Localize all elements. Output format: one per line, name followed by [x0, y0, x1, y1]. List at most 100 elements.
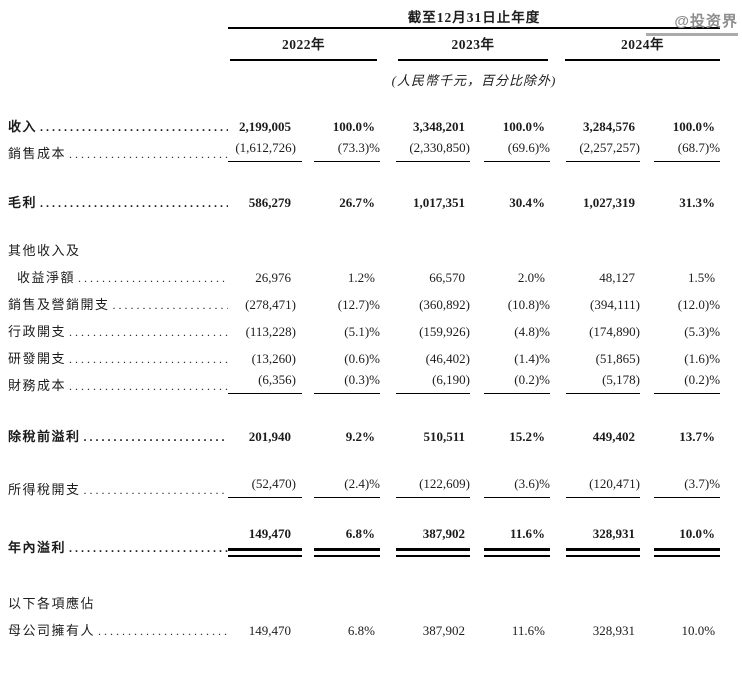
- row-revenue: 收入......................................…: [8, 111, 720, 138]
- year-2022-label: 2022年: [230, 29, 377, 61]
- value-cell: 100.0%: [502, 119, 545, 134]
- row-attributable-heading: 以下各項應佔: [8, 589, 720, 615]
- double-rule: [314, 548, 380, 557]
- row-label: 銷售及營銷開支: [8, 297, 110, 312]
- empty-cell: [8, 61, 228, 95]
- year-2022-cell: 2022年: [228, 28, 380, 61]
- value-cell: (2.4)%: [296, 474, 380, 501]
- value-cell: (12.0)%: [677, 297, 721, 312]
- value-cell: 6.8%: [296, 525, 380, 559]
- row-rd-expenses: 研發開支....................................…: [8, 343, 720, 370]
- unit-note: (人民幣千元，百分比除外): [391, 73, 557, 88]
- row-label-cell: 毛利......................................…: [8, 187, 228, 214]
- value-cell: (174,890): [589, 324, 640, 339]
- dot-leader: ........................................…: [83, 483, 228, 497]
- dot-leader: ........................................…: [83, 430, 228, 444]
- double-rule: [654, 548, 721, 557]
- watermark-text: @投资界: [674, 13, 738, 30]
- single-rule: [566, 497, 640, 498]
- value-cell: 449,402: [592, 429, 635, 444]
- dot-leader: ........................................…: [40, 196, 228, 210]
- value-cell: 586,279: [248, 195, 291, 210]
- value-cell: (122,609): [380, 474, 470, 501]
- dot-leader: ........................................…: [112, 298, 228, 312]
- value-cell: 1.5%: [687, 270, 716, 285]
- row-label-cell: 研發開支....................................…: [8, 343, 228, 370]
- single-rule: [228, 497, 302, 498]
- value-cell: 100.0%: [332, 119, 375, 134]
- row-label: 財務成本: [8, 378, 67, 393]
- single-rule: [654, 497, 721, 498]
- value-cell: 149,470: [228, 525, 302, 559]
- value-cell: 10.0%: [640, 525, 721, 559]
- empty-cell: [8, 2, 228, 28]
- value-cell: 10.0%: [681, 623, 716, 638]
- dot-leader: ........................................…: [69, 325, 228, 339]
- single-rule: [314, 161, 380, 162]
- row-finance-costs: 財務成本....................................…: [8, 370, 721, 397]
- single-rule: [654, 161, 721, 162]
- empty-cell: [8, 28, 228, 61]
- value-cell: 201,940: [248, 429, 291, 444]
- dot-leader: ........................................…: [69, 147, 228, 161]
- single-rule: [228, 393, 302, 394]
- value-cell: 149,470: [248, 623, 291, 638]
- period-header-row: 截至12月31日止年度: [8, 2, 721, 29]
- value-cell: (46,402): [425, 351, 470, 366]
- year-2024-label: 2024年: [565, 29, 721, 61]
- row-label: 以下各項應佔: [8, 596, 96, 611]
- value-cell: 2,199,005: [239, 119, 291, 134]
- value-cell: 2.0%: [517, 270, 545, 285]
- value-cell: 1,027,319: [583, 195, 635, 210]
- row-label-cell: 銷售成本....................................…: [8, 138, 228, 165]
- value-cell: (51,865): [595, 351, 640, 366]
- row-label-cell: 收益淨額....................................…: [8, 262, 228, 289]
- spacer-row: [8, 165, 720, 187]
- row-label-cell: 銷售及營銷開支.................................…: [8, 289, 228, 316]
- value-cell: 328,931: [592, 623, 635, 638]
- value-cell: 31.3%: [679, 195, 716, 210]
- value-cell: 11.6%: [511, 623, 545, 638]
- dot-leader: ........................................…: [78, 271, 228, 285]
- single-rule: [484, 497, 550, 498]
- single-rule: [484, 393, 550, 394]
- row-label: 其他收入及: [8, 243, 81, 258]
- value-cell: (68.7)%: [640, 138, 721, 165]
- year-2023-cell: 2023年: [380, 28, 550, 61]
- value-cell: 3,284,576: [583, 119, 635, 134]
- value-cell: 6.8%: [347, 623, 375, 638]
- dot-leader: ........................................…: [69, 352, 228, 366]
- value-cell: (278,471): [245, 297, 296, 312]
- dot-leader: ........................................…: [98, 624, 228, 638]
- value-cell: 13.7%: [679, 429, 716, 444]
- value-cell: (1,612,726): [228, 138, 302, 165]
- row-profit-for-year: 年內溢利....................................…: [8, 525, 721, 559]
- value-cell: (6,356): [228, 370, 302, 397]
- income-statement-table: 截至12月31日止年度 2022年 2023年 2024年 (人民幣千元，百分比…: [8, 2, 721, 642]
- row-label: 銷售成本: [8, 146, 67, 161]
- single-rule: [566, 161, 640, 162]
- double-rule: [228, 548, 302, 557]
- row-label-cell: 其他收入及: [8, 236, 720, 262]
- spacer-row: [8, 397, 720, 421]
- value-cell: (5.3)%: [684, 324, 721, 339]
- value-cell: (4.8)%: [514, 324, 550, 339]
- value-cell: 100.0%: [672, 119, 716, 134]
- dot-leader: ........................................…: [69, 379, 228, 393]
- row-label-cell: 除稅前溢利...................................…: [8, 421, 228, 448]
- value-cell: (12.7)%: [337, 297, 380, 312]
- value-cell: 66,570: [429, 270, 465, 285]
- single-rule: [228, 161, 302, 162]
- row-owners-of-parent: 母公司擁有人..................................…: [8, 615, 720, 642]
- row-gross-profit: 毛利......................................…: [8, 187, 720, 214]
- row-other-income-line2: 收益淨額....................................…: [8, 262, 720, 289]
- spacer-row: [8, 214, 720, 236]
- row-label-cell: 財務成本....................................…: [8, 370, 228, 397]
- single-rule: [396, 393, 470, 394]
- row-label: 行政開支: [8, 324, 67, 339]
- row-label: 研發開支: [8, 351, 67, 366]
- row-income-tax: 所得稅開支...................................…: [8, 474, 721, 501]
- year-2023-label: 2023年: [398, 29, 548, 61]
- value-cell: 1,017,351: [413, 195, 465, 210]
- value-cell: 3,348,201: [413, 119, 465, 134]
